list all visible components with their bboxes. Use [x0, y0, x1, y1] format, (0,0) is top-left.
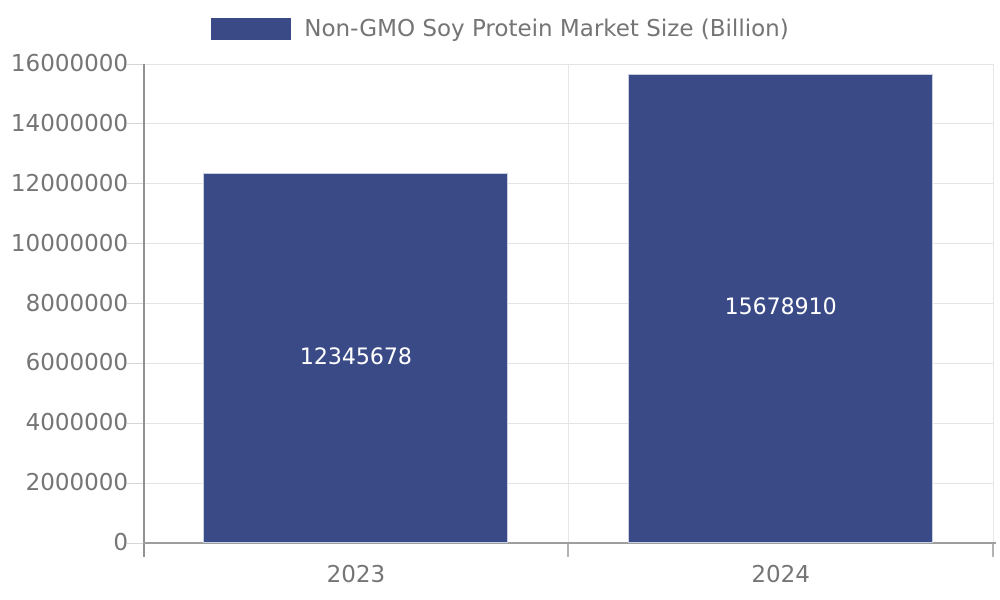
- y-axis-label: 2000000: [25, 470, 128, 497]
- y-axis-tick: [127, 362, 144, 364]
- y-axis-label: 4000000: [25, 410, 128, 437]
- x-axis-tick: [567, 543, 570, 557]
- y-axis-tick: [127, 183, 144, 185]
- bar-2024[interactable]: [628, 73, 934, 543]
- x-grid-line: [567, 64, 569, 543]
- y-axis-label: 14000000: [10, 110, 128, 137]
- y-axis-tick: [127, 243, 144, 245]
- y-axis-label: 8000000: [25, 290, 128, 317]
- bar-value-label: 15678910: [724, 295, 837, 321]
- y-axis-tick: [127, 303, 144, 304]
- bar-value-label: 12345678: [299, 345, 412, 371]
- x-axis-line: [142, 542, 996, 544]
- y-axis-label: 12000000: [10, 170, 128, 197]
- y-axis-tick: [127, 542, 144, 544]
- y-axis-label: 16000000: [10, 51, 128, 77]
- x-axis-label: 2023: [326, 562, 386, 588]
- y-axis-label: 0: [113, 530, 128, 556]
- x-axis-label: 2024: [751, 562, 810, 588]
- y-axis-label: 10000000: [10, 230, 128, 257]
- y-axis-tick: [127, 482, 144, 484]
- y-axis-label: 6000000: [25, 350, 128, 377]
- bar-2023[interactable]: [203, 173, 509, 543]
- x-grid-line: [992, 64, 994, 543]
- y-axis-tick: [127, 63, 144, 65]
- y-axis-tick: [127, 422, 144, 424]
- x-axis-tick: [992, 543, 994, 557]
- legend-label: Non-GMO Soy Protein Market Size (Billion…: [304, 16, 789, 42]
- y-axis-line: [142, 64, 145, 557]
- legend-swatch: [211, 18, 292, 40]
- legend-item[interactable]: Non-GMO Soy Protein Market Size (Billion…: [0, 16, 1000, 42]
- y-axis-tick: [127, 123, 144, 125]
